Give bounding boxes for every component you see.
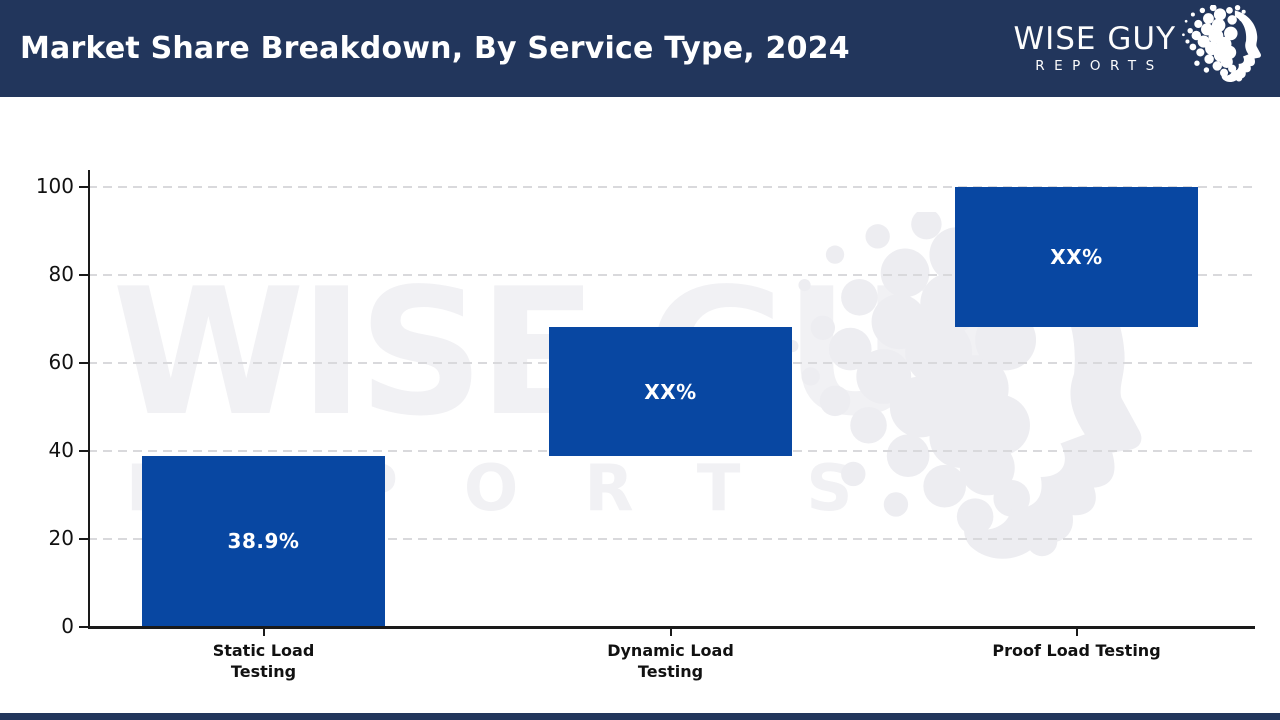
plot-area: 38.9% XX% XX% xyxy=(88,186,1253,627)
logo-reports-label: REPORTS xyxy=(1035,57,1164,74)
y-tick-label-100: 100 xyxy=(35,174,74,198)
y-tick-label-20: 20 xyxy=(48,526,74,550)
gridline-20 xyxy=(88,538,1253,540)
bar-3: XX% xyxy=(955,187,1198,328)
y-tick-label-0: 0 xyxy=(61,614,74,638)
y-tick-label-80: 80 xyxy=(48,262,74,286)
y-tick-label-60: 60 xyxy=(48,350,74,374)
gridline-100 xyxy=(88,186,1253,188)
y-tick-mark-60 xyxy=(79,362,88,364)
y-tick-mark-0 xyxy=(79,626,88,628)
gridline-80 xyxy=(88,274,1253,276)
header-bar: Market Share Breakdown, By Service Type,… xyxy=(0,0,1280,97)
x-axis-line xyxy=(88,626,1255,629)
x-tick-mark-1 xyxy=(262,629,265,636)
bar-label-1: 38.9% xyxy=(227,529,300,554)
y-tick-mark-80 xyxy=(79,274,88,276)
logo-wiseguy-label: WISE GUY xyxy=(1013,20,1176,57)
y-tick-mark-40 xyxy=(79,450,88,452)
wiseguy-logo-text: WISE GUY REPORTS xyxy=(1013,20,1176,74)
bar-label-2: XX% xyxy=(644,379,697,404)
x-category-label-1: Static Load Testing xyxy=(212,641,315,681)
page-title: Market Share Breakdown, By Service Type,… xyxy=(20,31,850,66)
footer-bar xyxy=(0,713,1280,720)
y-tick-label-40: 40 xyxy=(48,438,74,462)
bar-label-3: XX% xyxy=(1050,245,1103,270)
y-tick-mark-20 xyxy=(79,538,88,540)
bar-2: XX% xyxy=(549,327,792,456)
x-tick-mark-3 xyxy=(1075,629,1078,636)
y-axis-line xyxy=(88,170,90,629)
y-tick-mark-100 xyxy=(79,186,88,188)
wiseguy-face-icon xyxy=(1178,5,1266,93)
wiseguy-logo: WISE GUY REPORTS xyxy=(1013,5,1280,93)
x-category-label-2: Dynamic Load Testing xyxy=(607,641,734,681)
x-tick-mark-2 xyxy=(669,629,672,636)
x-category-label-3: Proof Load Testing xyxy=(992,641,1161,660)
bar-1: 38.9% xyxy=(142,455,385,627)
